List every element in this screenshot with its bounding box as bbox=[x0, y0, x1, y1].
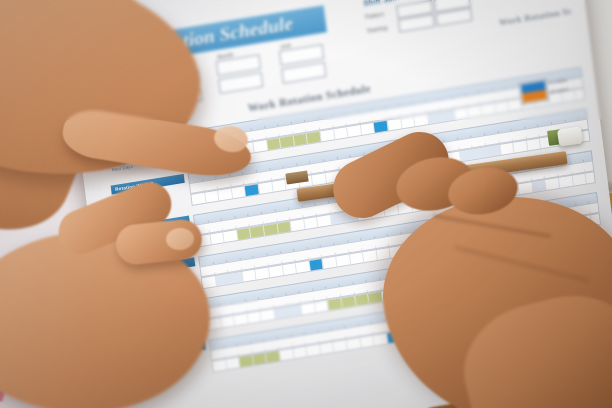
pencil-eraser bbox=[556, 126, 584, 147]
